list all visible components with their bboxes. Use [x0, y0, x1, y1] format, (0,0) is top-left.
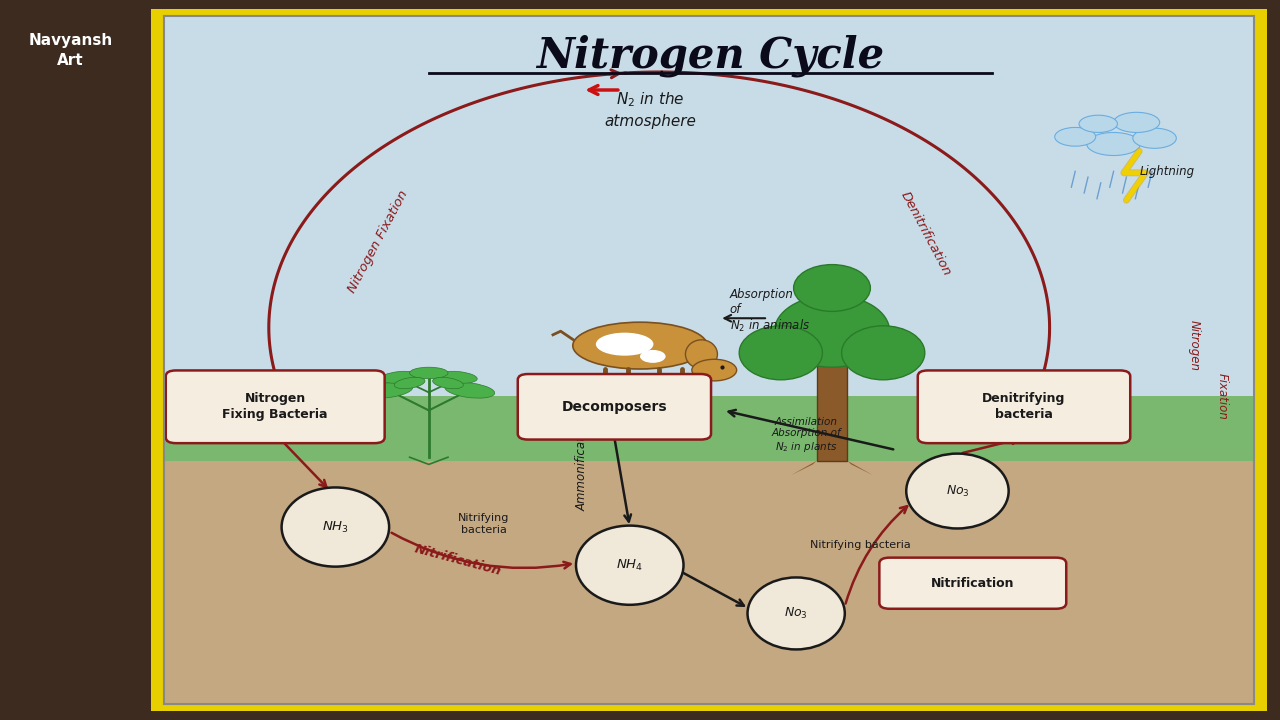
Text: Navyansh
Art: Navyansh Art [28, 33, 113, 68]
Ellipse shape [364, 382, 412, 398]
Ellipse shape [692, 359, 737, 381]
Bar [164, 16, 1254, 704]
Text: $N_2$ in the
atmosphere: $N_2$ in the atmosphere [604, 90, 696, 129]
Ellipse shape [1079, 115, 1117, 132]
Ellipse shape [842, 326, 925, 380]
Bar [164, 396, 1254, 461]
Ellipse shape [906, 454, 1009, 528]
Text: $No_3$: $No_3$ [785, 606, 808, 621]
Text: Nitrification: Nitrification [931, 577, 1015, 590]
Text: Fixation: Fixation [1216, 372, 1229, 420]
Ellipse shape [740, 326, 823, 380]
Ellipse shape [1114, 112, 1160, 132]
Text: Lightning: Lightning [1139, 165, 1196, 178]
Text: Nitrogen
Fixing Bacteria: Nitrogen Fixing Bacteria [223, 392, 328, 421]
Ellipse shape [748, 577, 845, 649]
Text: Nitrogen: Nitrogen [1188, 320, 1201, 371]
Ellipse shape [686, 340, 718, 369]
Text: Assimilation
Absorption of
$N_2$ in plants: Assimilation Absorption of $N_2$ in plan… [772, 417, 841, 454]
Text: $No_3$: $No_3$ [946, 484, 969, 498]
Text: Nitrogen Cycle: Nitrogen Cycle [536, 35, 884, 78]
Bar [817, 360, 847, 461]
Ellipse shape [380, 372, 421, 383]
Ellipse shape [1133, 128, 1176, 148]
Polygon shape [791, 461, 817, 475]
Text: Absorption
of
$N_2$ in animals: Absorption of $N_2$ in animals [730, 288, 810, 334]
Text: Ammonification: Ammonification [576, 418, 589, 510]
Ellipse shape [576, 526, 684, 605]
Text: Nitrifying
bacteria: Nitrifying bacteria [458, 513, 509, 535]
FancyBboxPatch shape [879, 557, 1066, 609]
Ellipse shape [573, 323, 708, 369]
FancyBboxPatch shape [918, 370, 1130, 444]
Ellipse shape [774, 295, 890, 367]
Text: Nitrogen Fixation: Nitrogen Fixation [346, 188, 410, 294]
FancyBboxPatch shape [517, 374, 712, 439]
Ellipse shape [596, 333, 654, 356]
Text: Decomposers: Decomposers [562, 400, 667, 414]
Bar [164, 16, 1254, 704]
Ellipse shape [794, 265, 870, 312]
Ellipse shape [436, 372, 477, 383]
Text: $NH_4$: $NH_4$ [616, 558, 644, 572]
Ellipse shape [433, 377, 463, 389]
Text: $NH_3$: $NH_3$ [321, 520, 349, 534]
Bar [164, 16, 1254, 425]
Ellipse shape [1055, 127, 1096, 146]
Ellipse shape [640, 350, 666, 363]
Ellipse shape [445, 382, 494, 398]
Ellipse shape [1087, 132, 1140, 156]
Ellipse shape [282, 487, 389, 567]
Text: Nitrifying bacteria: Nitrifying bacteria [810, 540, 910, 550]
Ellipse shape [394, 377, 425, 389]
Text: Denitrifying
bacteria: Denitrifying bacteria [982, 392, 1066, 421]
Bar [164, 423, 1254, 704]
Text: Denitrification: Denitrification [897, 189, 954, 279]
Ellipse shape [410, 367, 448, 379]
FancyBboxPatch shape [166, 370, 384, 444]
Bar [151, 9, 1267, 711]
Polygon shape [847, 461, 873, 475]
Text: Nitrification: Nitrification [413, 542, 503, 578]
